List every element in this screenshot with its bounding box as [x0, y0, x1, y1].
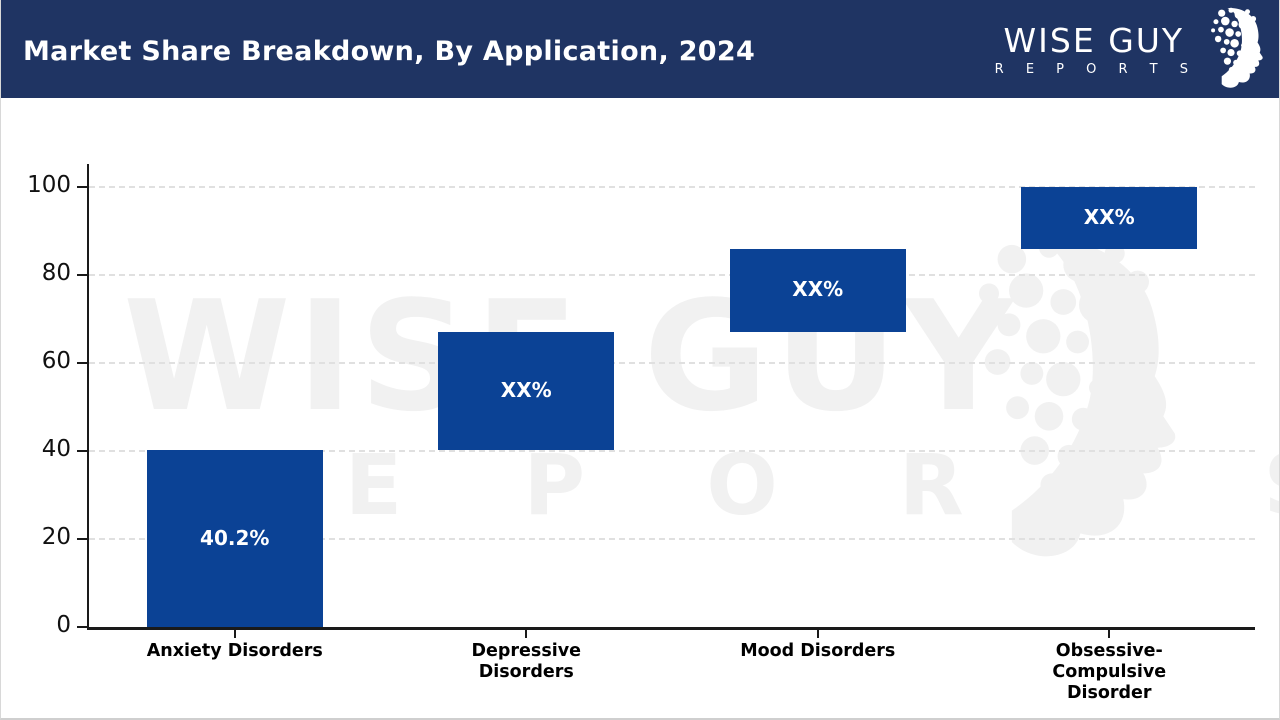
y-tick-mark	[77, 626, 87, 628]
y-tick-label: 60	[41, 348, 71, 374]
x-tick-mark	[816, 630, 819, 638]
header: Market Share Breakdown, By Application, …	[1, 0, 1279, 98]
y-tick-label: 0	[56, 612, 71, 638]
y-tick-label: 40	[41, 436, 71, 462]
bar-value-label: XX%	[792, 277, 844, 302]
y-tick-mark	[77, 186, 87, 188]
chart: WISE GUY R E P O R T S 0 20 40 60 80 100 40.2%…	[1, 98, 1279, 718]
y-tick-mark	[77, 538, 87, 540]
logo-subtitle: R E P O R T S	[994, 62, 1197, 77]
x-category-label: Anxiety Disorders	[146, 641, 323, 661]
chart-bar	[146, 450, 323, 627]
x-tick-mark	[525, 630, 528, 638]
bar-value-label: XX%	[1083, 204, 1135, 229]
gridline	[89, 362, 1255, 364]
x-tick-mark	[1108, 630, 1111, 638]
bar-value-label: 40.2%	[200, 525, 270, 550]
gridline	[89, 274, 1255, 276]
y-tick-mark	[77, 274, 87, 276]
x-axis	[87, 627, 1255, 630]
y-axis	[87, 164, 89, 627]
page-title: Market Share Breakdown, By Application, …	[23, 36, 756, 67]
x-category-label: Obsessive- Compulsive Disorder	[1052, 641, 1167, 703]
y-tick-label: 100	[27, 172, 71, 198]
wise-guy-logo: WISE GUY R E P O R T S	[991, 6, 1269, 92]
bar-value-label: XX%	[500, 378, 552, 403]
chart-bar	[729, 248, 906, 333]
y-tick-mark	[77, 362, 87, 364]
gridline	[89, 450, 1255, 452]
logo-text: WISE GUY R E P O R T S	[991, 21, 1197, 77]
x-tick-mark	[233, 630, 236, 638]
chart-bar	[438, 332, 615, 451]
y-tick-label: 80	[41, 260, 71, 286]
gridline	[89, 186, 1255, 188]
y-tick-mark	[77, 450, 87, 452]
x-category-label: Mood Disorders	[740, 641, 896, 661]
logo-wordmark: WISE GUY	[1003, 21, 1185, 60]
gridline	[89, 538, 1255, 540]
chart-bar	[1021, 187, 1198, 249]
x-category-label: Depressive Disorders	[471, 641, 582, 682]
y-tick-label: 20	[41, 524, 71, 550]
